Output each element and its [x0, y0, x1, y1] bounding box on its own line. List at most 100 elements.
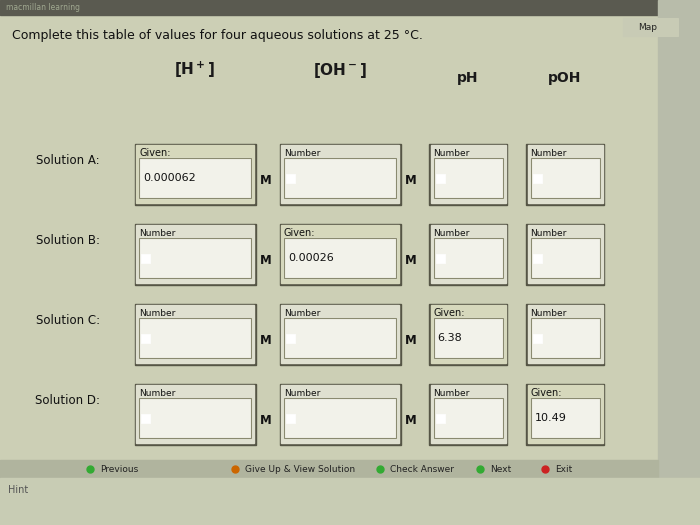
- Bar: [279, 383, 400, 445]
- Bar: [433, 158, 503, 198]
- Bar: [430, 385, 505, 443]
- Bar: [531, 318, 599, 358]
- Bar: [533, 333, 542, 342]
- Bar: [433, 398, 503, 438]
- Text: Solution B:: Solution B:: [36, 234, 100, 247]
- Bar: [281, 305, 399, 363]
- Bar: [141, 333, 150, 342]
- Text: Check Answer: Check Answer: [390, 465, 454, 474]
- Bar: [139, 318, 251, 358]
- Bar: [284, 158, 396, 198]
- Bar: [286, 173, 295, 183]
- Text: Exit: Exit: [555, 465, 573, 474]
- Bar: [136, 385, 254, 443]
- Bar: [0, 0, 700, 15]
- Bar: [430, 305, 505, 363]
- Text: Number: Number: [139, 388, 176, 397]
- Bar: [136, 145, 254, 203]
- Bar: [429, 383, 507, 445]
- Bar: [279, 143, 400, 205]
- Bar: [134, 143, 256, 205]
- Bar: [528, 305, 603, 363]
- Bar: [528, 385, 603, 443]
- Text: 6.38: 6.38: [438, 333, 462, 343]
- Bar: [279, 303, 400, 364]
- Bar: [279, 224, 400, 285]
- Bar: [139, 398, 251, 438]
- Text: Next: Next: [490, 465, 511, 474]
- Bar: [141, 254, 150, 262]
- Bar: [533, 254, 542, 262]
- Text: Given:: Given:: [139, 148, 171, 158]
- Bar: [134, 303, 256, 364]
- Text: Number: Number: [433, 388, 470, 397]
- Bar: [433, 158, 503, 198]
- Text: 10.49: 10.49: [535, 413, 566, 423]
- Bar: [531, 238, 599, 278]
- Bar: [430, 225, 505, 283]
- Bar: [281, 385, 399, 443]
- Bar: [281, 145, 399, 203]
- Bar: [533, 173, 542, 183]
- Bar: [430, 145, 505, 203]
- Bar: [284, 318, 396, 358]
- Text: pH: pH: [457, 71, 479, 85]
- Bar: [526, 383, 604, 445]
- Bar: [136, 225, 254, 283]
- Bar: [139, 398, 251, 438]
- Text: Number: Number: [284, 309, 321, 318]
- Bar: [0, 478, 700, 525]
- Text: M: M: [405, 254, 416, 267]
- Text: Complete this table of values for four aqueous solutions at 25 °C.: Complete this table of values for four a…: [12, 28, 423, 41]
- Bar: [526, 303, 604, 364]
- Bar: [139, 238, 251, 278]
- Bar: [0, 460, 658, 478]
- Bar: [286, 414, 295, 423]
- Text: Given:: Given:: [531, 388, 562, 398]
- Text: Number: Number: [433, 228, 470, 237]
- Bar: [286, 333, 295, 342]
- Bar: [284, 238, 396, 278]
- Bar: [531, 318, 599, 358]
- Bar: [134, 383, 256, 445]
- Bar: [526, 224, 604, 285]
- Bar: [526, 143, 604, 205]
- Bar: [429, 303, 507, 364]
- Bar: [433, 398, 503, 438]
- Text: $\mathbf{[OH^-]}$: $\mathbf{[OH^-]}$: [313, 60, 367, 79]
- Bar: [433, 318, 503, 358]
- Bar: [658, 0, 700, 525]
- Bar: [139, 158, 251, 198]
- Bar: [433, 318, 503, 358]
- Bar: [433, 238, 503, 278]
- Bar: [531, 158, 599, 198]
- Bar: [284, 318, 396, 358]
- Text: M: M: [260, 254, 272, 267]
- Bar: [139, 318, 251, 358]
- Text: Solution D:: Solution D:: [35, 394, 100, 406]
- Bar: [134, 224, 256, 285]
- Text: Number: Number: [531, 228, 567, 237]
- Text: Given:: Given:: [433, 308, 465, 318]
- Text: Number: Number: [284, 388, 321, 397]
- Bar: [623, 18, 678, 36]
- Bar: [0, 15, 658, 477]
- Bar: [435, 414, 444, 423]
- Bar: [531, 158, 599, 198]
- Bar: [284, 398, 396, 438]
- Text: pOH: pOH: [548, 71, 582, 85]
- Bar: [531, 238, 599, 278]
- Text: $\mathbf{[H^+]}$: $\mathbf{[H^+]}$: [174, 60, 216, 80]
- Bar: [429, 143, 507, 205]
- Text: M: M: [405, 414, 416, 426]
- Text: M: M: [405, 173, 416, 186]
- Bar: [141, 414, 150, 423]
- Text: Given:: Given:: [284, 228, 316, 238]
- Text: Number: Number: [531, 309, 567, 318]
- Text: 0.00026: 0.00026: [288, 253, 334, 263]
- Text: 0.000062: 0.000062: [143, 173, 196, 183]
- Bar: [531, 398, 599, 438]
- Bar: [531, 398, 599, 438]
- Text: Number: Number: [531, 149, 567, 158]
- Text: Map: Map: [638, 23, 657, 32]
